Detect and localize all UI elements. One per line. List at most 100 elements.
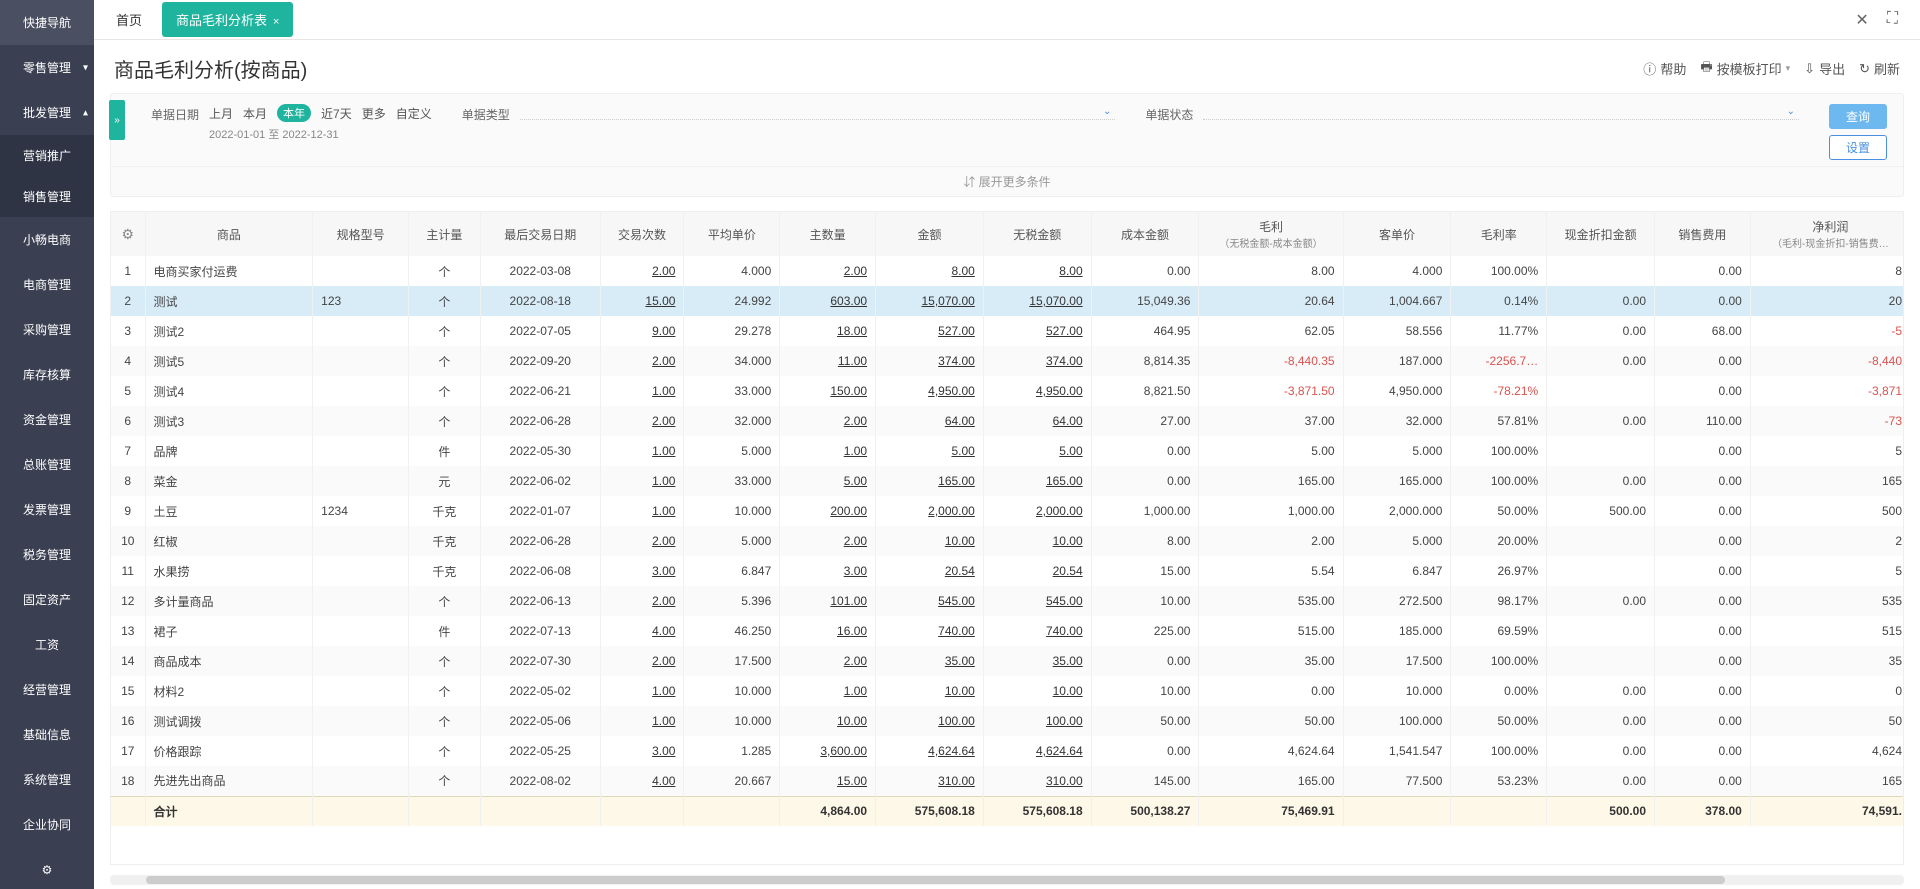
close-all-icon[interactable]: ✕ [1851, 6, 1872, 34]
sidebar-item-basedata[interactable]: 基础信息 [0, 712, 94, 757]
col-last_date[interactable]: 最后交易日期 [480, 212, 600, 256]
col-cust_price[interactable]: 客单价 [1343, 212, 1451, 256]
col-amount_notax[interactable]: 无税金额 [983, 212, 1091, 256]
cell-trades[interactable]: 9.00 [600, 316, 684, 346]
sidebar-item-purchase[interactable]: 采购管理 [0, 307, 94, 352]
cell-amount[interactable]: 310.00 [876, 766, 984, 796]
cell-trades[interactable]: 4.00 [600, 766, 684, 796]
cell-trades[interactable]: 3.00 [600, 556, 684, 586]
sidebar-item-inventory[interactable]: 库存核算 [0, 352, 94, 397]
table-row[interactable]: 7品牌件2022-05-301.005.0001.005.005.000.005… [111, 436, 1904, 466]
tab-首页[interactable]: 首页 [102, 2, 156, 37]
sidebar-item-sales[interactable]: 销售管理 [0, 176, 94, 217]
cell-amount[interactable]: 20.54 [876, 556, 984, 586]
cell-amount_notax[interactable]: 310.00 [983, 766, 1091, 796]
cell-amount[interactable]: 64.00 [876, 406, 984, 436]
table-row[interactable]: 15材料2个2022-05-021.0010.0001.0010.0010.00… [111, 676, 1904, 706]
sidebar-item-quicknav[interactable]: 快捷导航 [0, 0, 94, 45]
cell-amount_notax[interactable]: 545.00 [983, 586, 1091, 616]
cell-amount[interactable]: 740.00 [876, 616, 984, 646]
cell-trades[interactable]: 2.00 [600, 526, 684, 556]
col-spec[interactable]: 规格型号 [313, 212, 409, 256]
table-row[interactable]: 5测试4个2022-06-211.0033.000150.004,950.004… [111, 376, 1904, 406]
cell-amount_notax[interactable]: 20.54 [983, 556, 1091, 586]
sidebar-item-ecommerce[interactable]: 电商管理 [0, 262, 94, 307]
print-action[interactable]: 🖶 按模板打印 ▾ [1700, 58, 1790, 80]
col-amount[interactable]: 金额 [876, 212, 984, 256]
table-row[interactable]: 3测试2个2022-07-059.0029.27818.00527.00527.… [111, 316, 1904, 346]
cell-trades[interactable]: 1.00 [600, 466, 684, 496]
sidebar-item-funds[interactable]: 资金管理 [0, 397, 94, 442]
cell-amount_notax[interactable]: 4,624.64 [983, 736, 1091, 766]
cell-amount[interactable]: 10.00 [876, 676, 984, 706]
sidebar-item-invoice[interactable]: 发票管理 [0, 487, 94, 532]
cell-amount_notax[interactable]: 740.00 [983, 616, 1091, 646]
sidebar-item-retail[interactable]: 零售管理 [0, 45, 94, 90]
cell-amount_notax[interactable]: 10.00 [983, 676, 1091, 706]
cell-amount[interactable]: 165.00 [876, 466, 984, 496]
cell-amount_notax[interactable]: 64.00 [983, 406, 1091, 436]
cell-amount[interactable]: 5.00 [876, 436, 984, 466]
cell-trades[interactable]: 1.00 [600, 676, 684, 706]
settings-button[interactable]: 设置 [1829, 135, 1887, 160]
date-opt-近7天[interactable]: 近7天 [321, 105, 352, 122]
cell-amount[interactable]: 374.00 [876, 346, 984, 376]
table-row[interactable]: 4测试5个2022-09-202.0034.00011.00374.00374.… [111, 346, 1904, 376]
cell-amount_notax[interactable]: 4,950.00 [983, 376, 1091, 406]
sidebar-item-system[interactable]: 系统管理 [0, 757, 94, 802]
help-action[interactable]: ⓘ 帮助 [1643, 59, 1686, 78]
date-opt-更多[interactable]: 更多 [362, 105, 386, 122]
cell-trades[interactable]: 15.00 [600, 286, 684, 316]
col-trades[interactable]: 交易次数 [600, 212, 684, 256]
cell-amount[interactable]: 4,950.00 [876, 376, 984, 406]
col-gross[interactable]: 毛利（无税金额-成本金额） [1199, 212, 1343, 256]
cell-qty[interactable]: 3.00 [780, 556, 876, 586]
cell-qty[interactable]: 2.00 [780, 256, 876, 286]
sidebar-item-operation[interactable]: 经营管理 [0, 667, 94, 712]
sidebar-item-assets[interactable]: 固定资产 [0, 577, 94, 622]
cell-qty[interactable]: 16.00 [780, 616, 876, 646]
cell-amount_notax[interactable]: 527.00 [983, 316, 1091, 346]
col-qty[interactable]: 主数量 [780, 212, 876, 256]
cell-qty[interactable]: 2.00 [780, 646, 876, 676]
col-cost[interactable]: 成本金额 [1091, 212, 1199, 256]
cell-trades[interactable]: 4.00 [600, 616, 684, 646]
cell-trades[interactable]: 1.00 [600, 436, 684, 466]
sidebar-item-salary[interactable]: 工资 [0, 622, 94, 667]
cell-amount_notax[interactable]: 165.00 [983, 466, 1091, 496]
scrollbar-thumb[interactable] [146, 876, 1725, 884]
table-row[interactable]: 12多计量商品个2022-06-132.005.396101.00545.005… [111, 586, 1904, 616]
sidebar-settings[interactable]: ⚙ [0, 851, 94, 889]
search-button[interactable]: 查询 [1829, 104, 1887, 129]
table-row[interactable]: 11水果捞千克2022-06-083.006.8473.0020.5420.54… [111, 556, 1904, 586]
col-net[interactable]: 净利润（毛利-现金折扣-销售费… [1750, 212, 1904, 256]
status-select[interactable]: ⌄ [1203, 104, 1799, 120]
cell-trades[interactable]: 2.00 [600, 406, 684, 436]
table-row[interactable]: 2测试123个2022-08-1815.0024.992603.0015,070… [111, 286, 1904, 316]
fullscreen-icon[interactable]: ⛶ [1883, 6, 1902, 34]
sidebar-item-marketing[interactable]: 营销推广 [0, 135, 94, 176]
sidebar-item-xiaochang[interactable]: 小畅电商 [0, 217, 94, 262]
cell-trades[interactable]: 1.00 [600, 706, 684, 736]
cell-qty[interactable]: 2.00 [780, 526, 876, 556]
cell-qty[interactable]: 603.00 [780, 286, 876, 316]
col-gross_rate[interactable]: 毛利率 [1451, 212, 1547, 256]
table-row[interactable]: 17价格跟踪个2022-05-253.001.2853,600.004,624.… [111, 736, 1904, 766]
table-row[interactable]: 8菜金元2022-06-021.0033.0005.00165.00165.00… [111, 466, 1904, 496]
cell-qty[interactable]: 10.00 [780, 706, 876, 736]
cell-qty[interactable]: 3,600.00 [780, 736, 876, 766]
table-row[interactable]: 18先进先出商品个2022-08-024.0020.66715.00310.00… [111, 766, 1904, 796]
table-row[interactable]: 1电商买家付运费个2022-03-082.004.0002.008.008.00… [111, 256, 1904, 286]
cell-amount[interactable]: 545.00 [876, 586, 984, 616]
refresh-action[interactable]: ↻ 刷新 [1859, 59, 1900, 78]
date-opt-自定义[interactable]: 自定义 [396, 105, 432, 122]
tab-商品毛利分析表[interactable]: 商品毛利分析表× [162, 2, 293, 37]
cell-amount[interactable]: 100.00 [876, 706, 984, 736]
cell-qty[interactable]: 18.00 [780, 316, 876, 346]
cell-amount[interactable]: 4,624.64 [876, 736, 984, 766]
expand-conditions[interactable]: ⇵ 展开更多条件 [111, 166, 1903, 196]
cell-trades[interactable]: 2.00 [600, 586, 684, 616]
cell-amount_notax[interactable]: 2,000.00 [983, 496, 1091, 526]
col-avg_price[interactable]: 平均单价 [684, 212, 780, 256]
collapse-handle[interactable]: » [109, 100, 125, 140]
